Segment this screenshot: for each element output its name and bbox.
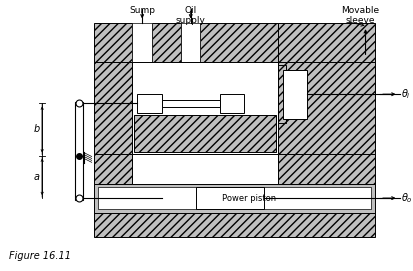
Bar	[278, 65, 285, 123]
Bar	[134, 115, 275, 153]
Bar	[93, 154, 132, 183]
Bar	[137, 94, 161, 113]
Text: a: a	[33, 172, 39, 182]
Bar	[282, 70, 306, 118]
Bar	[132, 23, 152, 62]
Bar	[161, 99, 219, 107]
Text: Power piston: Power piston	[221, 194, 275, 203]
Bar	[132, 62, 278, 154]
Bar	[278, 23, 374, 62]
Bar	[132, 154, 278, 183]
Bar	[278, 62, 374, 154]
Bar	[219, 94, 244, 113]
Bar	[200, 23, 278, 62]
Text: Sump: Sump	[129, 6, 155, 15]
Bar	[93, 62, 132, 154]
Text: b: b	[33, 124, 39, 134]
Text: Oil
supply: Oil supply	[176, 6, 205, 25]
Bar	[75, 102, 83, 200]
Text: $\theta_o$: $\theta_o$	[401, 191, 412, 205]
Bar	[93, 23, 132, 62]
Bar	[278, 154, 374, 183]
Text: $\theta_i$: $\theta_i$	[401, 87, 410, 101]
Bar	[97, 188, 370, 209]
Bar	[152, 23, 180, 62]
Text: Figure 16.11: Figure 16.11	[9, 251, 71, 261]
Bar	[93, 183, 374, 213]
Bar	[195, 188, 263, 209]
Bar	[93, 213, 374, 237]
Text: Movable
sleeve: Movable sleeve	[341, 6, 379, 25]
Bar	[180, 23, 200, 62]
